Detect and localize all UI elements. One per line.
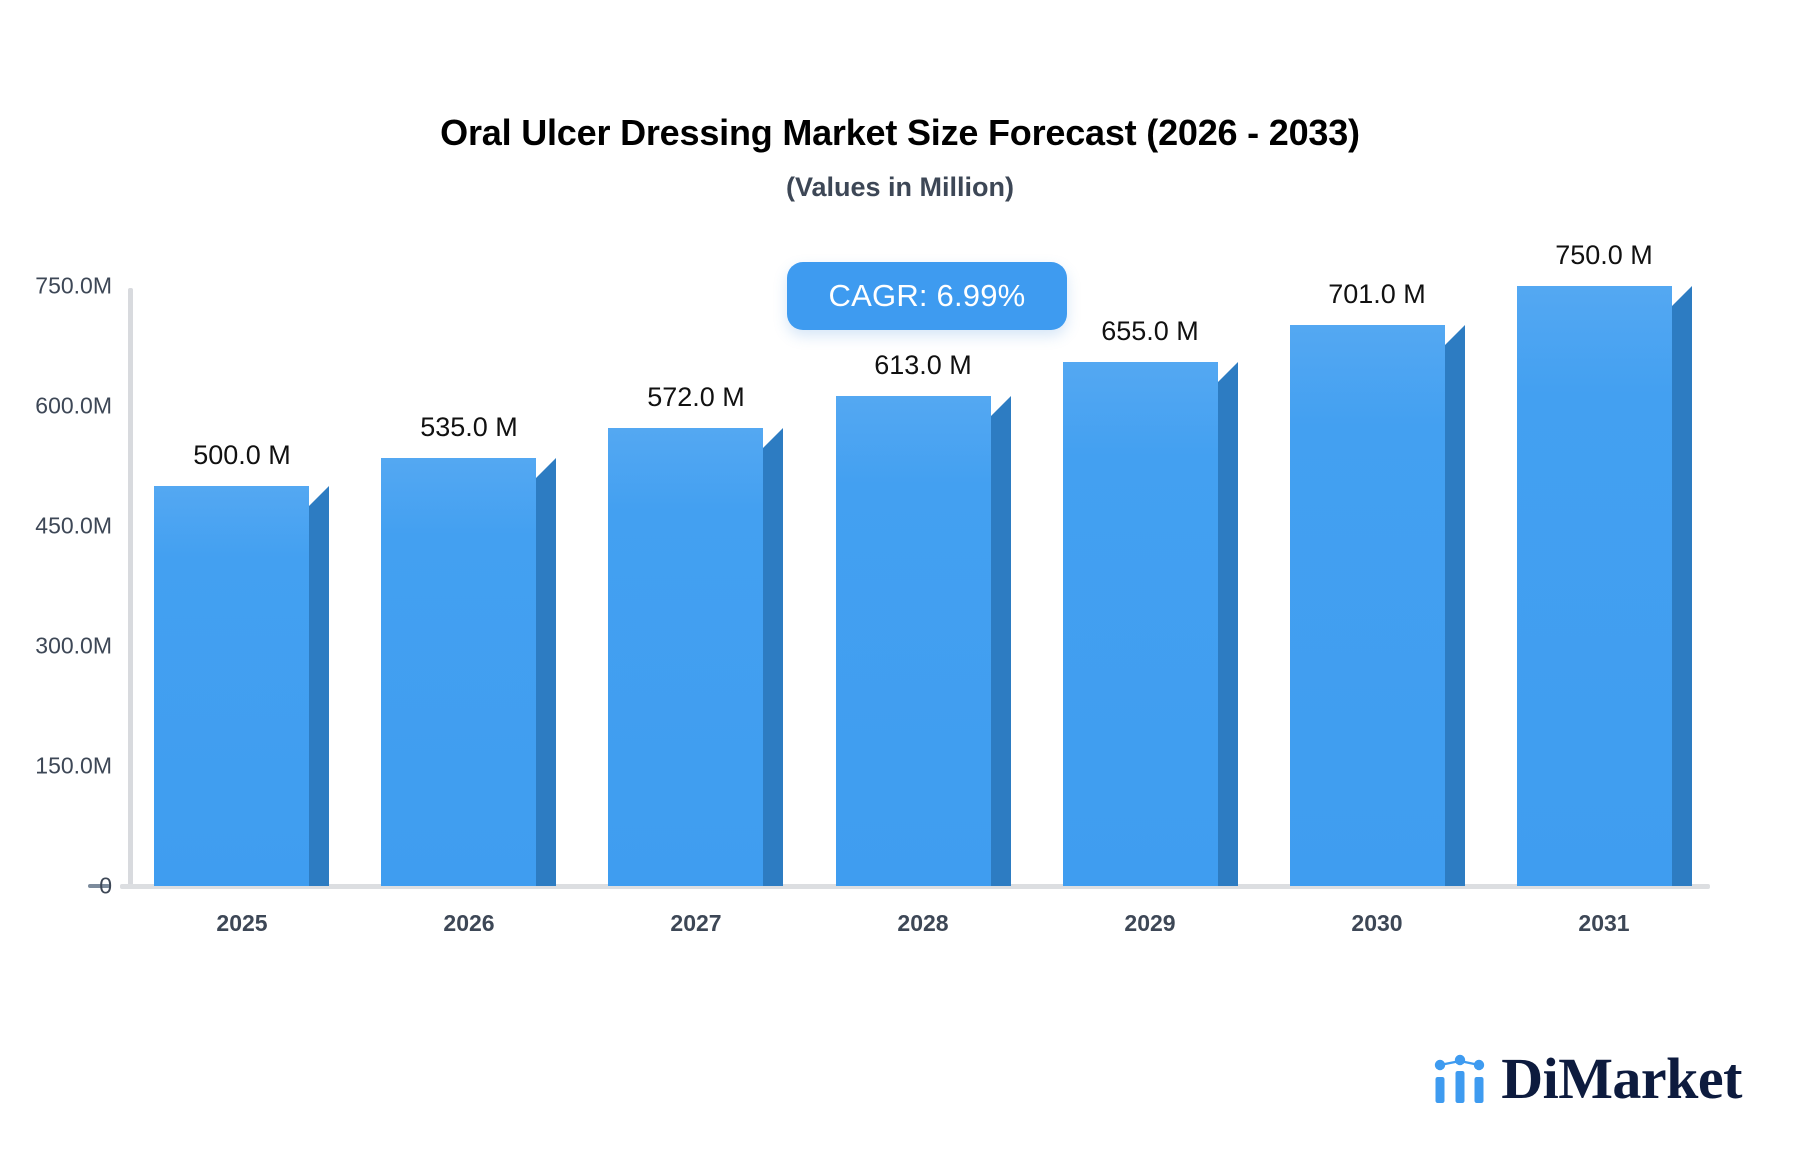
y-axis-tick-label: 0 xyxy=(99,872,112,899)
bar-front-face xyxy=(1063,362,1218,886)
y-axis-zero-tick xyxy=(88,884,110,888)
bar-front-face xyxy=(154,486,309,886)
bar[interactable] xyxy=(1517,286,1692,886)
bar-value-label: 572.0 M xyxy=(647,382,745,412)
bar[interactable] xyxy=(1063,362,1238,886)
bar-value-label: 500.0 M xyxy=(193,440,291,470)
x-axis-tick-label: 2027 xyxy=(670,910,722,936)
x-axis-tick-label: 2025 xyxy=(216,910,268,936)
bar-top-face xyxy=(991,396,1011,416)
bar-value-label: 535.0 M xyxy=(420,412,518,442)
y-axis-tick-label: 750.0M xyxy=(35,272,112,299)
y-axis-tick-label: 300.0M xyxy=(35,632,112,659)
bar-top-face xyxy=(763,428,783,448)
chart-title: Oral Ulcer Dressing Market Size Forecast… xyxy=(440,112,1360,153)
x-axis-tick-label: 2030 xyxy=(1351,910,1403,936)
bar-side-face xyxy=(1218,382,1238,886)
bar-value-label: 750.0 M xyxy=(1555,240,1653,270)
y-axis-tick-label: 150.0M xyxy=(35,752,112,779)
bar-value-label: 655.0 M xyxy=(1101,316,1199,346)
bar-top-face xyxy=(309,486,329,506)
x-axis-tick-label: 2028 xyxy=(897,910,949,936)
bar-side-face xyxy=(991,416,1011,886)
dimarket-logo: DiMarket xyxy=(1431,1050,1742,1108)
bar-front-face xyxy=(1517,286,1672,886)
y-axis-tick-label: 450.0M xyxy=(35,512,112,539)
bar-side-face xyxy=(309,506,329,886)
bar-value-label: 613.0 M xyxy=(874,350,972,380)
bar[interactable] xyxy=(1290,325,1465,886)
bar-side-face xyxy=(1445,345,1465,886)
bar-side-face xyxy=(1672,306,1692,886)
y-axis-tick-label: 600.0M xyxy=(35,392,112,419)
logo-wordmark: DiMarket xyxy=(1501,1046,1742,1111)
x-axis-tick-label: 2029 xyxy=(1124,910,1176,936)
bar-top-face xyxy=(1218,362,1238,382)
bar-front-face xyxy=(608,428,763,886)
bar-front-face xyxy=(836,396,991,886)
cagr-badge: CAGR: 6.99% xyxy=(787,262,1067,330)
y-axis-line xyxy=(128,288,133,886)
bar-front-face xyxy=(381,458,536,886)
bar[interactable] xyxy=(608,428,783,886)
x-axis-tick-label: 2031 xyxy=(1578,910,1630,936)
bar-top-face xyxy=(1672,286,1692,306)
bar-top-face xyxy=(1445,325,1465,345)
cagr-badge-label: CAGR: 6.99% xyxy=(828,278,1026,313)
bar-chart-logo-icon xyxy=(1431,1054,1489,1104)
bar-top-face xyxy=(536,458,556,478)
bar-front-face xyxy=(1290,325,1445,886)
bar[interactable] xyxy=(154,486,329,886)
bar[interactable] xyxy=(381,458,556,886)
chart-subtitle: (Values in Million) xyxy=(785,172,1015,202)
bar-side-face xyxy=(763,448,783,886)
bar[interactable] xyxy=(836,396,1011,886)
bar-side-face xyxy=(536,478,556,886)
x-axis-tick-label: 2026 xyxy=(443,910,495,936)
bar-value-label: 701.0 M xyxy=(1328,279,1426,309)
x-axis-line xyxy=(120,884,1710,889)
plot-area xyxy=(128,286,1718,886)
